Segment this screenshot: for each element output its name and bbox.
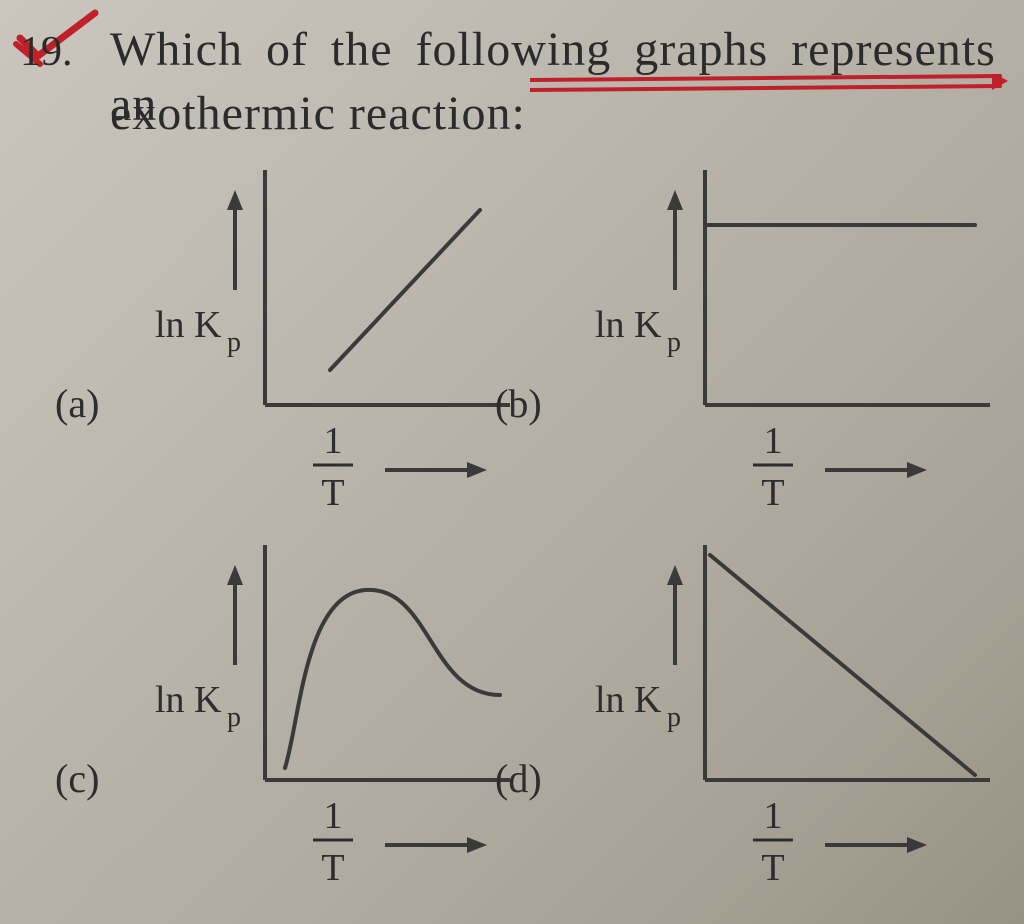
question-text-line2: exothermic reaction: xyxy=(110,86,526,141)
svg-text:1: 1 xyxy=(324,420,343,462)
svg-text:1: 1 xyxy=(324,795,343,837)
graph-a: ln K p 1 T xyxy=(55,165,525,535)
svg-text:T: T xyxy=(321,847,344,889)
svg-text:p: p xyxy=(667,702,681,733)
svg-text:ln K: ln K xyxy=(155,679,222,721)
option-panel-a: (a) ln K p 1 T xyxy=(55,165,525,535)
option-label-c: (c) xyxy=(55,755,99,802)
svg-text:T: T xyxy=(761,472,784,514)
question-number: 19. xyxy=(20,28,73,76)
option-label-a: (a) xyxy=(55,380,99,427)
graph-b: ln K p 1 T xyxy=(495,165,1005,535)
option-panel-c: (c) ln K p 1 T xyxy=(55,540,525,910)
svg-text:p: p xyxy=(667,327,681,358)
svg-text:ln K: ln K xyxy=(595,304,662,346)
worksheet-page: 19. Which of the following graphs repres… xyxy=(0,0,1024,924)
graph-d: ln K p 1 T xyxy=(495,540,1005,910)
svg-text:T: T xyxy=(321,472,344,514)
svg-text:1: 1 xyxy=(764,795,783,837)
graph-c: ln K p 1 T xyxy=(55,540,525,910)
option-panel-b: (b) ln K p 1 T xyxy=(495,165,965,535)
svg-text:ln K: ln K xyxy=(595,679,662,721)
svg-text:T: T xyxy=(761,847,784,889)
svg-text:1: 1 xyxy=(764,420,783,462)
option-label-b: (b) xyxy=(495,380,542,427)
option-panel-d: (d) ln K p 1 T xyxy=(495,540,965,910)
option-label-d: (d) xyxy=(495,755,542,802)
svg-text:p: p xyxy=(227,327,241,358)
svg-text:ln K: ln K xyxy=(155,304,222,346)
svg-text:p: p xyxy=(227,702,241,733)
